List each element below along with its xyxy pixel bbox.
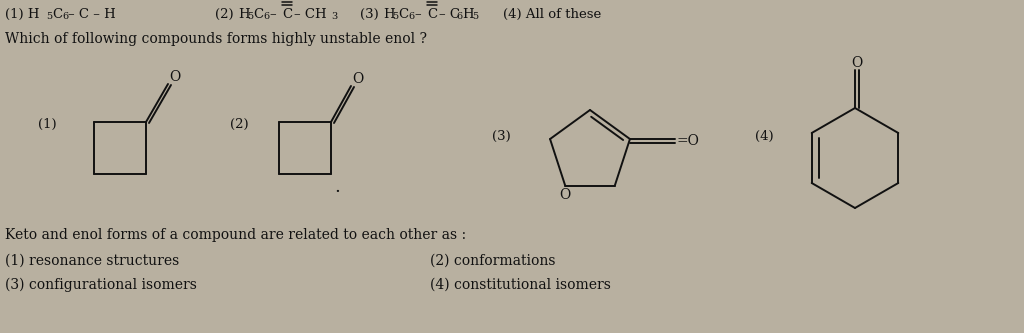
Text: 6: 6 (408, 12, 414, 21)
Text: 3: 3 (331, 12, 337, 21)
Text: Which of following compounds forms highly unstable enol ?: Which of following compounds forms highl… (5, 32, 427, 46)
Text: 6: 6 (62, 12, 69, 21)
Text: O: O (169, 70, 180, 84)
Text: O: O (851, 56, 862, 70)
Text: –: – (414, 8, 421, 21)
Text: – C – H: – C – H (68, 8, 116, 21)
Text: C: C (253, 8, 263, 21)
Text: 5: 5 (247, 12, 253, 21)
Text: (3): (3) (360, 8, 379, 21)
Text: C: C (52, 8, 62, 21)
Text: (2): (2) (215, 8, 233, 21)
Text: (3) configurational isomers: (3) configurational isomers (5, 278, 197, 292)
Text: – C: – C (439, 8, 460, 21)
Text: 5: 5 (392, 12, 398, 21)
Text: O: O (352, 72, 364, 86)
Text: (4): (4) (755, 130, 773, 143)
Text: –: – (269, 8, 275, 21)
Text: =O: =O (677, 134, 699, 148)
Text: C: C (398, 8, 409, 21)
Text: O: O (559, 188, 570, 202)
Text: C: C (282, 8, 292, 21)
Text: H: H (462, 8, 474, 21)
Text: Keto and enol forms of a compound are related to each other as :: Keto and enol forms of a compound are re… (5, 228, 466, 242)
Text: (1) resonance structures: (1) resonance structures (5, 254, 179, 268)
Text: 6: 6 (263, 12, 269, 21)
Text: H: H (383, 8, 394, 21)
Text: – CH: – CH (294, 8, 327, 21)
Text: (3): (3) (492, 130, 511, 143)
Text: 5: 5 (472, 12, 478, 21)
Text: (4) All of these: (4) All of these (503, 8, 601, 21)
Text: 5: 5 (46, 12, 52, 21)
Text: .: . (334, 178, 340, 196)
Text: 6: 6 (456, 12, 462, 21)
Text: H: H (238, 8, 250, 21)
Text: (1): (1) (38, 118, 56, 131)
Text: (1) H: (1) H (5, 8, 40, 21)
Text: C: C (427, 8, 437, 21)
Text: (2) conformations: (2) conformations (430, 254, 555, 268)
Text: (4) constitutional isomers: (4) constitutional isomers (430, 278, 611, 292)
Text: (2): (2) (230, 118, 249, 131)
